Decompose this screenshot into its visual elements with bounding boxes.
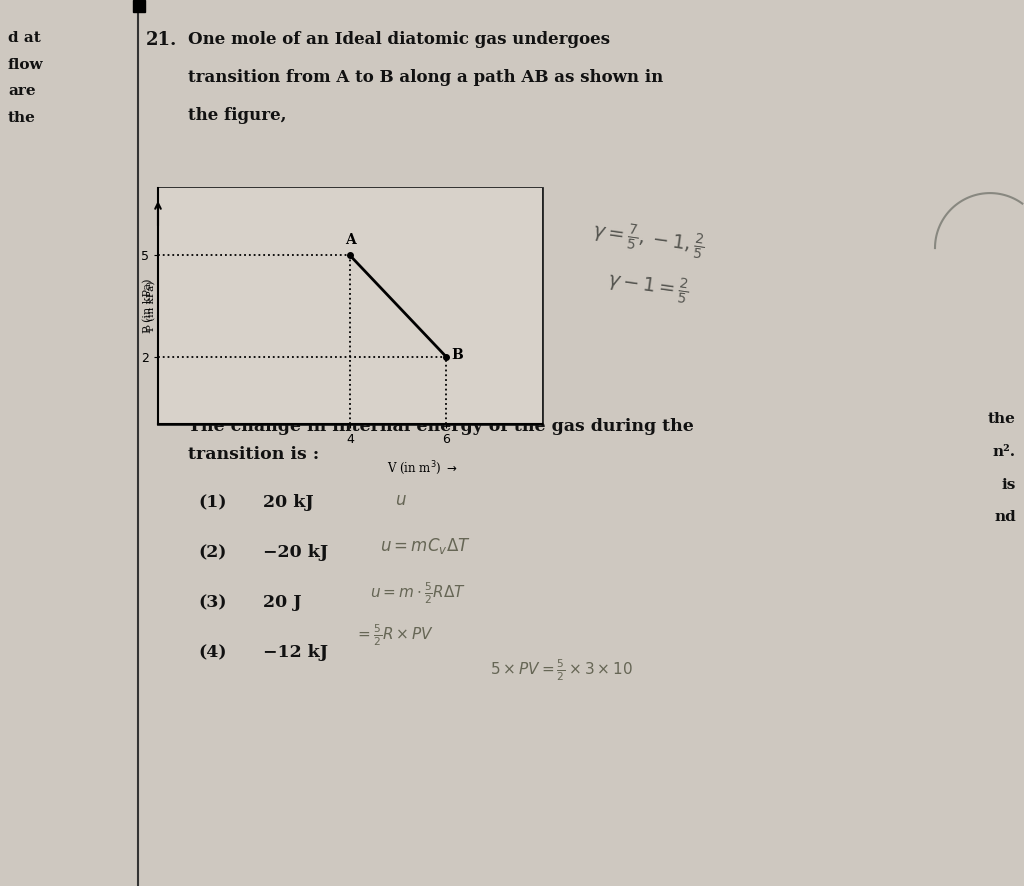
Text: transition from A to B along a path AB as shown in: transition from A to B along a path AB a… [188, 69, 664, 86]
Text: P (in kPa): P (in kPa) [142, 279, 153, 333]
Text: (3): (3) [199, 595, 226, 611]
Text: $u$: $u$ [395, 492, 407, 509]
Bar [133, 0, 145, 12]
Text: −20 kJ: −20 kJ [263, 544, 329, 562]
Text: 21.: 21. [146, 31, 177, 49]
Text: n².: n². [993, 445, 1016, 459]
Text: (2): (2) [199, 544, 226, 562]
Text: nd: nd [994, 510, 1016, 525]
Bar [158, 188, 542, 424]
Text: (1): (1) [199, 494, 226, 511]
Text: flow: flow [8, 58, 44, 72]
Text: A: A [345, 233, 355, 247]
Text: B: B [452, 348, 464, 361]
Text: $u = mC_v \Delta T$: $u = mC_v \Delta T$ [380, 536, 471, 556]
Text: $= \frac{5}{2} R \times PV$: $= \frac{5}{2} R \times PV$ [355, 622, 434, 648]
Text: $u = m \cdot \frac{5}{2} R \Delta T$: $u = m \cdot \frac{5}{2} R \Delta T$ [370, 580, 466, 606]
Text: P (in kPa): P (in kPa) [146, 281, 156, 331]
Text: the figure,: the figure, [188, 107, 287, 124]
Text: $\gamma = \frac{7}{5}, -1, \frac{2}{5}$: $\gamma = \frac{7}{5}, -1, \frac{2}{5}$ [590, 217, 707, 262]
Text: One mole of an Ideal diatomic gas undergoes: One mole of an Ideal diatomic gas underg… [188, 31, 610, 48]
Text: the: the [988, 412, 1016, 426]
Text: d at: d at [8, 31, 41, 45]
Text: V (in m$^3$) $\rightarrow$: V (in m$^3$) $\rightarrow$ [387, 460, 458, 477]
Text: The change in internal energy of the gas during the: The change in internal energy of the gas… [188, 418, 694, 435]
Text: −12 kJ: −12 kJ [263, 644, 329, 661]
Text: $\gamma - 1 = \frac{2}{5}$: $\gamma - 1 = \frac{2}{5}$ [605, 266, 691, 307]
Text: (4): (4) [199, 644, 226, 661]
Text: transition is :: transition is : [188, 447, 319, 463]
Text: 20 kJ: 20 kJ [263, 494, 314, 511]
Text: 20 J: 20 J [263, 595, 302, 611]
Text: are: are [8, 84, 36, 98]
Text: is: is [1001, 478, 1016, 492]
Text: the: the [8, 111, 36, 125]
Text: $5 \times PV = \frac{5}{2} \times 3 \times 10$: $5 \times PV = \frac{5}{2} \times 3 \tim… [490, 657, 633, 683]
